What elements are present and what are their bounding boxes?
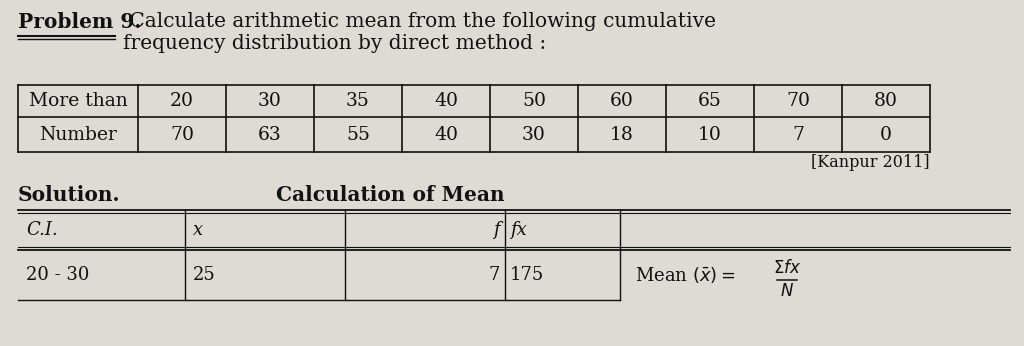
Text: 30: 30 [258, 92, 282, 110]
Text: 18: 18 [610, 126, 634, 144]
Text: 40: 40 [434, 92, 458, 110]
Text: 10: 10 [698, 126, 722, 144]
Text: C.I.: C.I. [26, 221, 57, 239]
Text: 35: 35 [346, 92, 370, 110]
Text: 25: 25 [193, 266, 216, 284]
Text: 70: 70 [786, 92, 810, 110]
Text: 60: 60 [610, 92, 634, 110]
Text: Calculation of Mean: Calculation of Mean [275, 185, 504, 205]
Text: 80: 80 [874, 92, 898, 110]
Text: 7: 7 [792, 126, 804, 144]
Text: 20: 20 [170, 92, 194, 110]
Text: Calculate arithmetic mean from the following cumulative
frequency distribution b: Calculate arithmetic mean from the follo… [123, 12, 716, 53]
Text: 70: 70 [170, 126, 194, 144]
Text: 0: 0 [880, 126, 892, 144]
Text: 7: 7 [488, 266, 500, 284]
Text: Mean $(\bar{x})=$: Mean $(\bar{x})=$ [635, 265, 735, 285]
Text: $\Sigma fx$: $\Sigma fx$ [773, 259, 801, 277]
Text: More than: More than [29, 92, 127, 110]
Text: 55: 55 [346, 126, 370, 144]
Text: 63: 63 [258, 126, 282, 144]
Text: 20 - 30: 20 - 30 [26, 266, 89, 284]
Text: f: f [494, 221, 500, 239]
Text: Number: Number [39, 126, 117, 144]
Text: 30: 30 [522, 126, 546, 144]
Text: 175: 175 [510, 266, 544, 284]
Text: $N$: $N$ [780, 283, 794, 300]
Text: 50: 50 [522, 92, 546, 110]
Text: 65: 65 [698, 92, 722, 110]
Text: 40: 40 [434, 126, 458, 144]
Text: [Kanpur 2011]: [Kanpur 2011] [811, 154, 930, 171]
Text: fx: fx [510, 221, 526, 239]
Text: x: x [193, 221, 203, 239]
Text: Solution.: Solution. [18, 185, 121, 205]
Text: Problem 9.: Problem 9. [18, 12, 141, 32]
